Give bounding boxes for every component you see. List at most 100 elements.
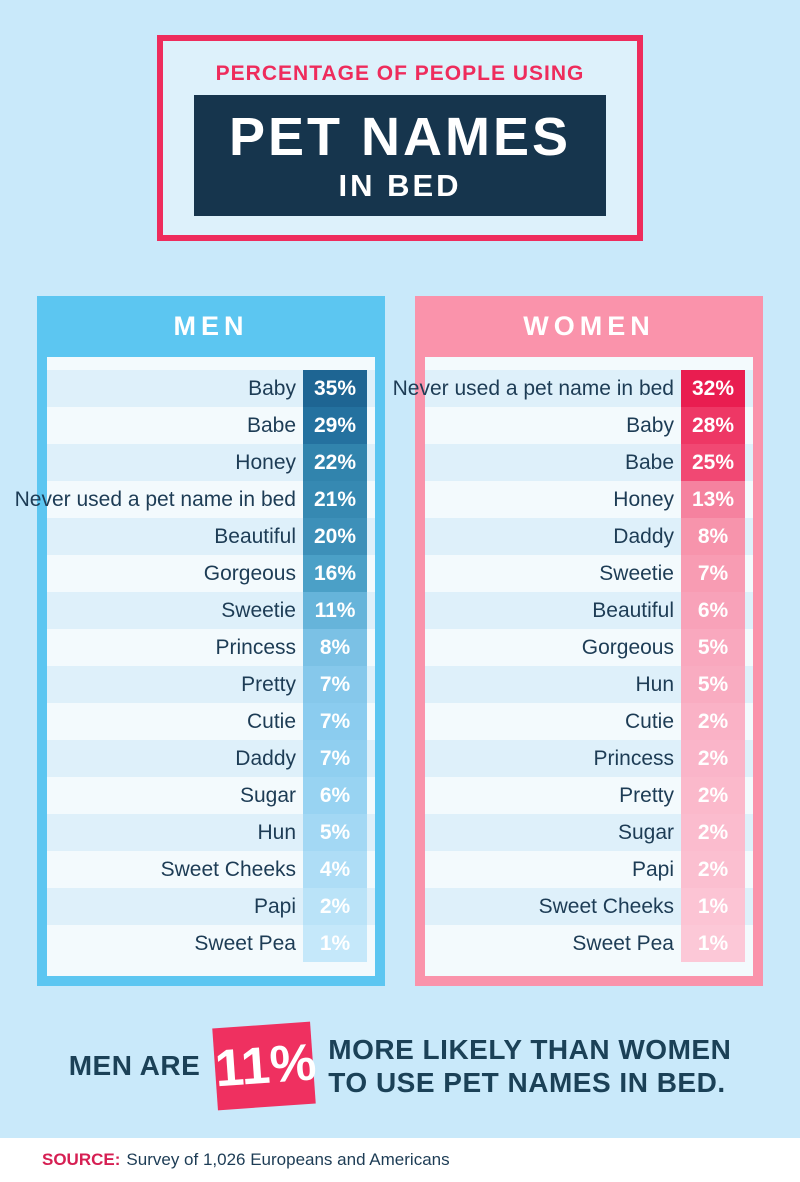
pet-name-label: Cutie [624,709,674,733]
table-row: Gorgeous 16% [47,555,375,592]
percentage-value: 1% [681,925,745,962]
percentage-value: 2% [681,703,745,740]
table-row: Baby 28% [425,407,753,444]
pet-name-label: Pretty [619,783,674,807]
pet-name-label: Cutie [246,709,296,733]
percentage-value: 1% [303,925,367,962]
pet-name-label: Sweet Cheeks [538,894,674,918]
pet-name-label: Beautiful [214,524,296,548]
percentage-value: 7% [681,555,745,592]
pet-name-label: Hun [257,820,296,844]
women-panel: WOMEN Never used a pet name in bed 32% Bab… [393,296,763,986]
pet-name-label: Honey [613,487,674,511]
pet-name-label: Daddy [235,746,296,770]
callout-suffix-line2: TO USE PET NAMES IN BED. [328,1067,726,1098]
percentage-value: 21% [303,481,367,518]
percentage-value: 5% [681,629,745,666]
table-row: Hun 5% [425,666,753,703]
pet-name-label: Sweet Cheeks [160,857,296,881]
pet-name-label: Baby [626,413,674,437]
table-row: Sweet Cheeks 4% [47,851,375,888]
table-row: Cutie 7% [47,703,375,740]
percentage-value: 2% [681,851,745,888]
pet-name-label: Pretty [241,672,296,696]
percentage-value: 32% [681,370,745,407]
table-row: Sugar 6% [47,777,375,814]
pet-name-label: Gorgeous [581,635,674,659]
percentage-value: 28% [681,407,745,444]
title-line1: PET NAMES [228,107,572,167]
pet-name-label: Princess [593,746,674,770]
table-row: Pretty 2% [425,777,753,814]
table-row: Cutie 2% [425,703,753,740]
table-row: Pretty 7% [47,666,375,703]
pet-name-label: Beautiful [592,598,674,622]
table-row: Baby 35% [47,370,375,407]
percentage-value: 2% [681,740,745,777]
percentage-value: 2% [681,814,745,851]
table-row: Honey 13% [425,481,753,518]
pet-name-label: Never used a pet name in bed [14,487,296,511]
table-row: Daddy 8% [425,518,753,555]
table-row: Sweetie 7% [425,555,753,592]
table-row: Papi 2% [47,888,375,925]
percentage-value: 6% [681,592,745,629]
header-card: PERCENTAGE OF PEOPLE USING PET NAMES IN … [157,35,643,241]
callout-suffix: MORE LIKELY THAN WOMEN TO USE PET NAMES … [328,1033,731,1099]
men-panel-header: MEN [173,311,249,341]
percentage-value: 7% [303,703,367,740]
percentage-value: 6% [303,777,367,814]
pet-name-label: Sweetie [221,598,296,622]
pet-name-label: Babe [246,413,296,437]
title-line2: IN BED [338,168,462,203]
table-row: Princess 2% [425,740,753,777]
header-kicker: PERCENTAGE OF PEOPLE USING [215,62,585,85]
pet-name-label: Sugar [239,783,296,807]
table-row: Honey 22% [47,444,375,481]
pet-name-label: Hun [635,672,674,696]
percentage-value: 2% [303,888,367,925]
table-row: Sweet Cheeks 1% [425,888,753,925]
table-row: Daddy 7% [47,740,375,777]
percentage-value: 1% [681,888,745,925]
table-row: Beautiful 6% [425,592,753,629]
callout-prefix: MEN ARE [68,1050,201,1081]
table-row: Babe 25% [425,444,753,481]
percentage-value: 22% [303,444,367,481]
table-row: Babe 29% [47,407,375,444]
table-row: Gorgeous 5% [425,629,753,666]
percentage-value: 11% [303,592,367,629]
men-panel: MEN Baby 35% Babe 29% Honey 22% Never used a p… [15,296,385,986]
pet-name-label: Sweet Pea [572,931,674,955]
pet-name-label: Baby [248,376,296,400]
percentage-value: 7% [303,666,367,703]
percentage-value: 35% [303,370,367,407]
men-table: Baby 35% Babe 29% Honey 22% Never used a pet n… [15,357,375,976]
table-row: Hun 5% [47,814,375,851]
percentage-value: 2% [681,777,745,814]
percentage-value: 4% [303,851,367,888]
pet-name-label: Princess [215,635,296,659]
callout-highlight-badge: 11% [212,1021,318,1111]
title-box: PET NAMES IN BED [194,95,606,216]
pet-name-label: Honey [235,450,296,474]
pet-name-label: Sugar [617,820,674,844]
table-row: Sweetie 11% [47,592,375,629]
pet-name-label: Sweet Pea [194,931,296,955]
percentage-value: 8% [681,518,745,555]
pet-name-label: Babe [624,450,674,474]
table-row: Sweet Pea 1% [425,925,753,962]
percentage-value: 29% [303,407,367,444]
pet-name-label: Daddy [613,524,674,548]
callout-suffix-line1: MORE LIKELY THAN WOMEN [328,1033,732,1065]
table-row: Sweet Pea 1% [47,925,375,962]
table-row: Never used a pet name in bed 32% [393,370,753,407]
percentage-value: 5% [681,666,745,703]
table-row: Never used a pet name in bed 21% [15,481,375,518]
women-panel-header: WOMEN [523,311,655,341]
percentage-value: 16% [303,555,367,592]
pet-name-label: Papi [253,894,296,918]
table-row: Princess 8% [47,629,375,666]
pet-name-label: Gorgeous [203,561,296,585]
